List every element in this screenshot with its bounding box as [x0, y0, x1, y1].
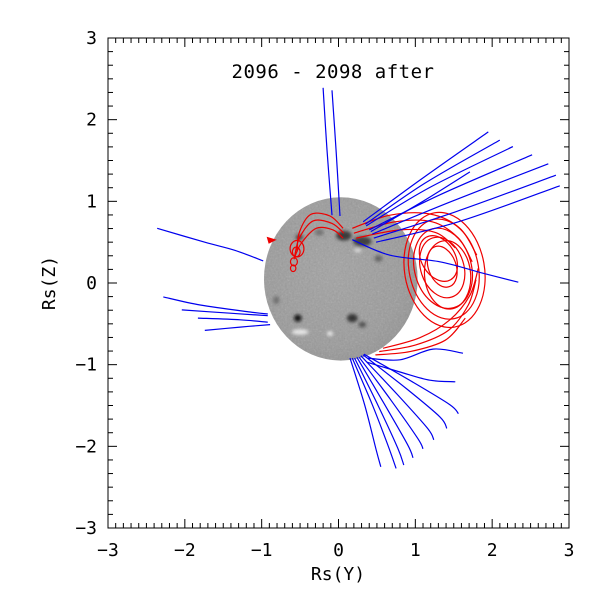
magnetogram-feature: [346, 314, 358, 323]
open-field-line: [368, 154, 533, 231]
plot-title: 2096 - 2098 after: [232, 61, 435, 83]
x-tick-label: 1: [410, 540, 421, 561]
x-tick-label: 2: [487, 540, 498, 561]
closed-field-line: [296, 212, 344, 253]
open-field-line: [163, 296, 268, 315]
open-field-line: [331, 90, 341, 217]
open-field-line: [362, 131, 489, 223]
magnetogram-feature: [374, 255, 383, 262]
open-field-line: [354, 357, 405, 466]
open-field-line: [352, 239, 519, 283]
open-field-line: [351, 357, 397, 469]
x-tick-label: −3: [97, 540, 119, 561]
closed-field-line: [293, 226, 344, 260]
magnetogram-feature: [293, 314, 302, 322]
closed-field-loop: [289, 264, 297, 273]
sun-disk-magnetogram: [263, 197, 418, 361]
open-field-line: [366, 361, 456, 383]
magnetogram-feature: [314, 229, 324, 236]
open-field-line: [367, 348, 464, 361]
open-field-line: [375, 185, 561, 243]
closed-field-loop: [423, 240, 472, 310]
x-tick-label: 0: [333, 540, 344, 561]
open-field-line: [372, 163, 549, 235]
closed-field-loop: [419, 236, 466, 299]
open-field-line: [356, 356, 414, 459]
open-field-line: [362, 354, 448, 429]
x-tick-label: −2: [174, 540, 196, 561]
y-tick-label: −3: [75, 518, 97, 539]
magnetogram-feature: [273, 296, 280, 305]
closed-field-loop: [426, 245, 458, 288]
field-line-arrowhead: [266, 236, 277, 244]
open-field-lines-group: [157, 87, 561, 469]
closed-field-loop: [289, 257, 298, 267]
magnetogram-feature: [326, 331, 334, 337]
open-field-line: [157, 227, 264, 262]
open-field-line: [365, 139, 501, 225]
open-field-line: [365, 146, 514, 227]
y-tick-label: −2: [75, 436, 97, 457]
magnetogram-feature: [291, 329, 309, 335]
magnetogram-feature: [353, 248, 362, 253]
open-field-line: [349, 357, 382, 467]
y-tick-label: 2: [86, 110, 97, 131]
disk-grain: [263, 197, 418, 361]
closed-field-line: [379, 279, 477, 353]
open-field-line: [181, 309, 268, 317]
magnetogram-feature: [336, 230, 352, 241]
axes-group: −3 −2 −1 0 1 2 3 −3 −2 −1 0 1 2 3: [75, 28, 574, 561]
open-field-line: [363, 353, 459, 415]
x-tick-label: 3: [564, 540, 575, 561]
closed-field-line: [294, 219, 345, 257]
open-field-line: [322, 87, 333, 216]
y-tick-label: 1: [86, 191, 97, 212]
open-field-line: [358, 356, 424, 450]
x-tick-label: −1: [251, 540, 273, 561]
x-axis-label: Rs(Y): [311, 564, 365, 585]
open-field-line: [197, 317, 268, 323]
y-tick-label: 3: [86, 28, 97, 49]
disk-texture-group: [263, 197, 418, 361]
open-field-line: [373, 174, 557, 239]
y-tick-label: −1: [75, 355, 97, 376]
open-field-line: [204, 324, 271, 331]
magnetogram-feature: [353, 236, 372, 247]
y-axis-label: Rs(Z): [39, 256, 60, 310]
open-field-line: [360, 355, 435, 441]
closed-field-loop: [291, 246, 301, 258]
y-tick-label: 0: [86, 273, 97, 294]
closed-field-line: [375, 317, 466, 356]
magnetogram-feature: [358, 321, 367, 328]
open-field-line: [370, 171, 471, 233]
closed-field-loop: [403, 211, 486, 329]
closed-field-loop: [418, 235, 459, 282]
